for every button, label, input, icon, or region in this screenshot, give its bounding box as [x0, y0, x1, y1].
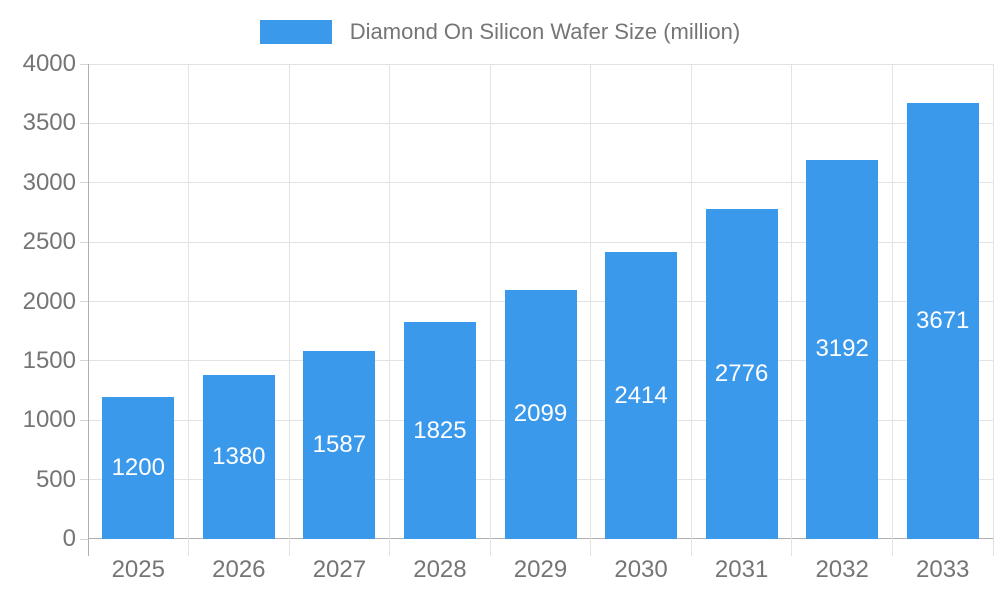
x-axis-label: 2031	[714, 556, 769, 583]
plot-area: 1200 1380 1587 1825 2099 2414 2776 3192 3671	[80, 63, 994, 556]
y-axis-label: 1500	[22, 346, 76, 374]
gridline-horizontal	[88, 241, 993, 243]
y-axis-tick	[80, 122, 88, 124]
gridline-vertical	[690, 64, 692, 539]
legend-label: Diamond On Silicon Wafer Size (million)	[349, 19, 741, 44]
x-axis-label: 2032	[815, 556, 869, 583]
x-axis-tick	[690, 539, 692, 556]
y-axis-label: 2500	[22, 228, 76, 256]
y-axis-tick	[80, 360, 88, 362]
x-axis-label: 2030	[614, 556, 668, 583]
bar: 3192	[806, 159, 879, 539]
bar-value-label: 2099	[513, 400, 568, 428]
gridline-vertical	[992, 64, 994, 539]
x-axis-label: 2033	[916, 556, 970, 583]
bar-value-label: 2414	[614, 381, 668, 409]
x-axis-label: 2026	[212, 556, 266, 583]
bar-value-label: 1200	[111, 453, 165, 481]
bar: 2099	[504, 289, 577, 539]
y-axis-label: 3500	[22, 109, 76, 137]
legend: Diamond On Silicon Wafer Size (million)	[0, 19, 1000, 45]
bar: 1825	[403, 322, 476, 539]
gridline-vertical	[188, 64, 190, 539]
y-axis-label: 3000	[22, 168, 76, 196]
x-axis-label: 2028	[413, 556, 467, 583]
bar-value-label: 1380	[212, 443, 266, 471]
legend-color-swatch	[259, 20, 332, 44]
y-axis-label: 500	[35, 465, 76, 493]
bar-value-label: 1825	[413, 416, 467, 444]
bar-value-label: 3671	[916, 307, 970, 335]
y-axis-tick	[80, 241, 88, 243]
bar-value-label: 2776	[714, 360, 769, 388]
y-axis-tick	[80, 479, 88, 481]
x-axis-label: 2027	[312, 556, 367, 583]
bar: 1380	[202, 375, 275, 539]
x-axis-label: 2025	[111, 556, 165, 583]
x-axis-tick	[791, 539, 793, 556]
x-axis-tick	[188, 539, 190, 556]
x-axis-tick	[992, 539, 994, 556]
bar: 3671	[906, 103, 979, 539]
x-axis-tick	[891, 539, 893, 556]
gridline-vertical	[489, 64, 491, 539]
y-axis-label: 0	[62, 525, 76, 552]
x-axis-tick	[389, 539, 391, 556]
gridline-horizontal	[88, 182, 993, 184]
gridline-vertical	[891, 64, 893, 539]
gridline-horizontal	[88, 122, 993, 124]
gridline-horizontal	[88, 63, 993, 65]
y-axis-tick	[80, 63, 88, 65]
y-axis-tick	[80, 419, 88, 421]
bar: 2776	[705, 209, 778, 539]
x-axis-label: 2029	[513, 556, 568, 583]
x-axis-tick	[590, 539, 592, 556]
gridline-vertical	[389, 64, 391, 539]
y-axis-label: 2000	[22, 287, 76, 315]
y-axis-tick	[80, 301, 88, 302]
bar-value-label: 1587	[312, 430, 367, 458]
bar: 1200	[102, 396, 175, 539]
bar-value-label: 3192	[815, 335, 869, 363]
bar: 2414	[605, 252, 678, 539]
gridline-vertical	[791, 64, 793, 539]
gridline-vertical	[590, 64, 592, 539]
y-axis-tick	[80, 538, 88, 540]
x-axis-tick	[288, 539, 290, 556]
gridline-vertical	[288, 64, 290, 539]
y-axis-label: 1000	[22, 406, 76, 434]
y-axis-label: 4000	[22, 50, 76, 77]
x-axis-tick	[489, 539, 491, 556]
y-axis-tick	[80, 182, 88, 184]
bar: 1587	[303, 350, 376, 539]
y-axis-line	[87, 64, 89, 556]
